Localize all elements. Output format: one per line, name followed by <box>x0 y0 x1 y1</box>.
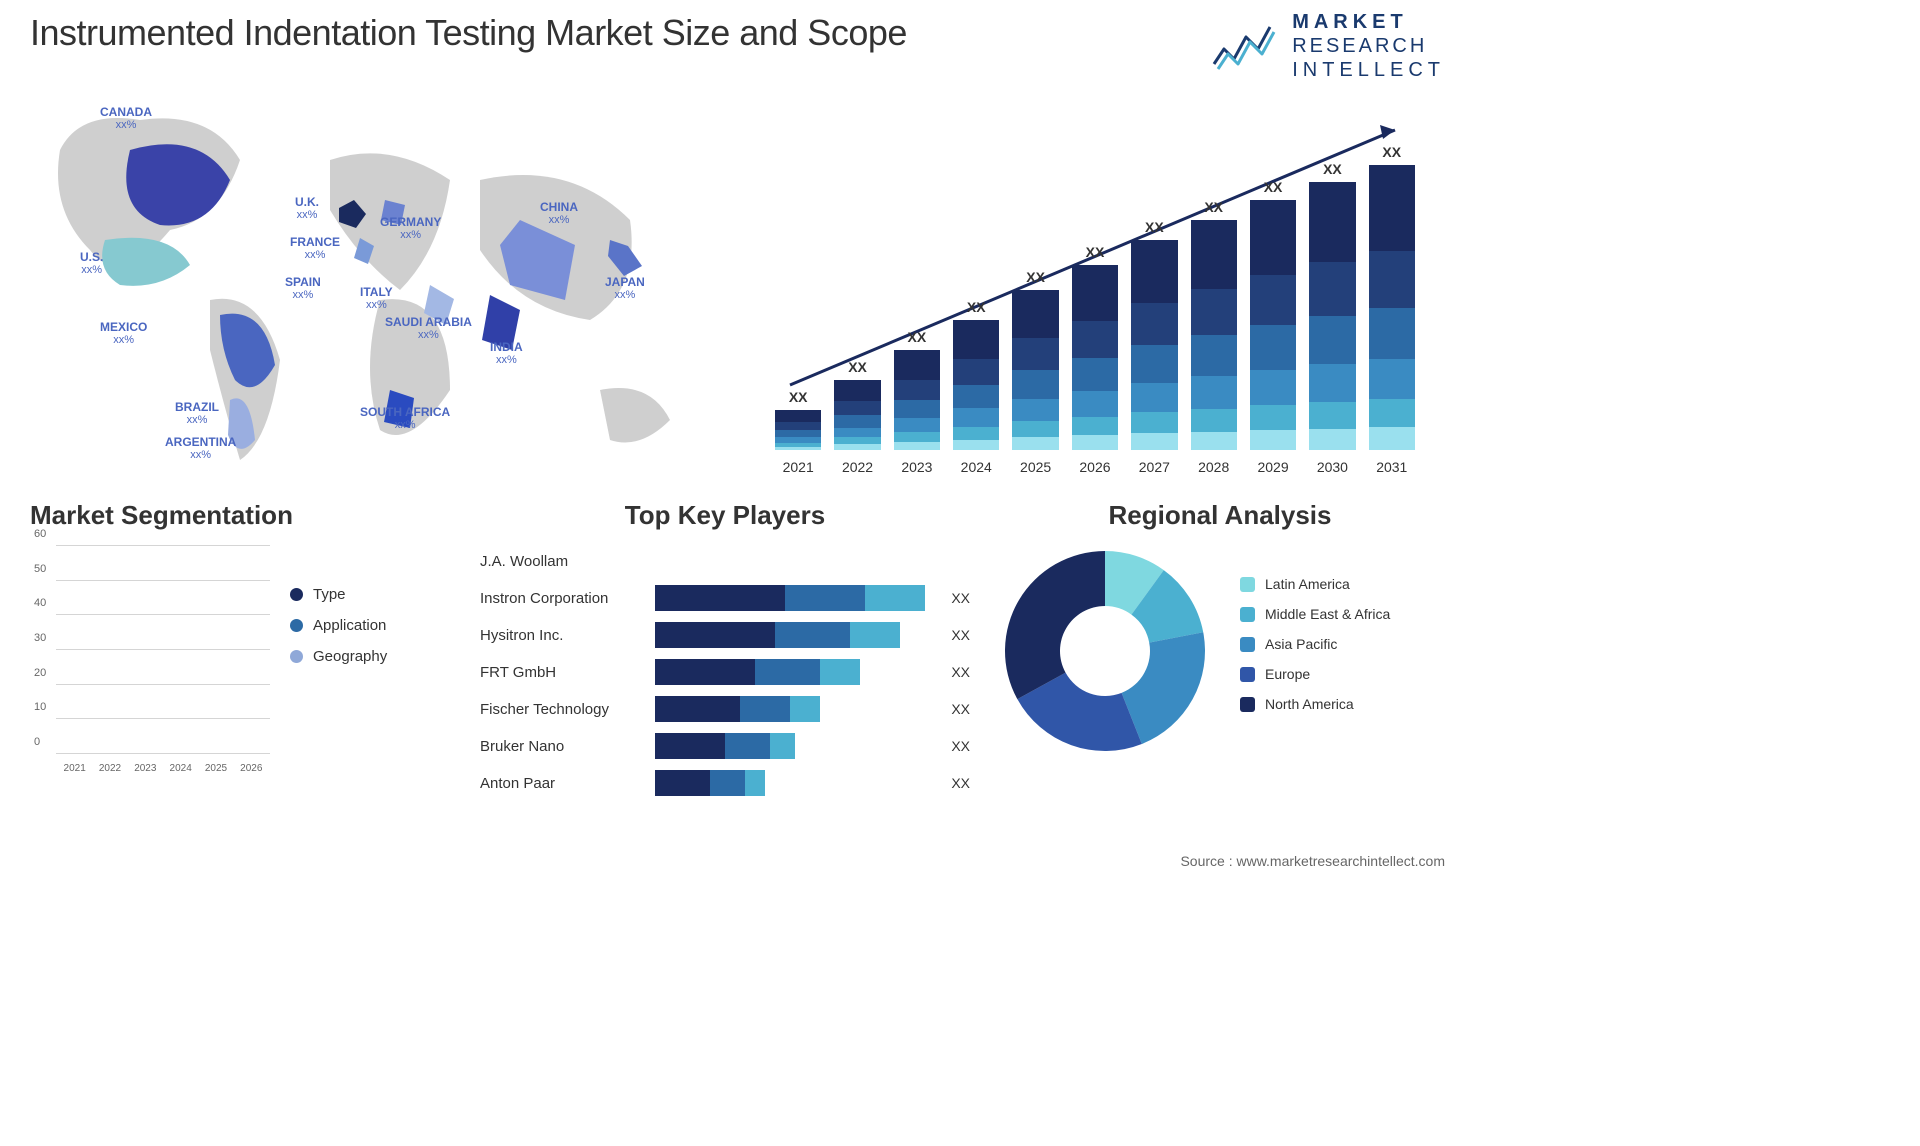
player-row: J.A. Woollam <box>480 546 970 576</box>
player-row: Anton PaarXX <box>480 768 970 798</box>
growth-bar: XX2021 <box>775 410 821 450</box>
growth-bar: XX2026 <box>1072 265 1118 450</box>
map-label: FRANCExx% <box>290 235 340 263</box>
player-row: Fischer TechnologyXX <box>480 694 970 724</box>
logo-text: MARKET RESEARCH INTELLECT <box>1292 10 1445 82</box>
legend-item: Middle East & Africa <box>1240 606 1390 622</box>
map-label: GERMANYxx% <box>380 215 441 243</box>
map-label: CANADAxx% <box>100 105 152 133</box>
map-label: SOUTH AFRICAxx% <box>360 405 450 433</box>
source-text: Source : www.marketresearchintellect.com <box>1180 853 1445 869</box>
growth-bar: XX2025 <box>1012 290 1058 450</box>
map-label: BRAZILxx% <box>175 400 219 428</box>
segmentation-block: Market Segmentation 01020304050602021202… <box>30 500 440 776</box>
player-row: Bruker NanoXX <box>480 731 970 761</box>
legend-item: Asia Pacific <box>1240 636 1390 652</box>
map-label: CHINAxx% <box>540 200 578 228</box>
legend-item: North America <box>1240 696 1390 712</box>
regional-donut <box>1000 546 1210 756</box>
map-label: SPAINxx% <box>285 275 321 303</box>
map-label: INDIAxx% <box>490 340 523 368</box>
regional-legend: Latin America Middle East & Africa Asia Pa… <box>1240 576 1390 726</box>
player-row: Hysitron Inc.XX <box>480 620 970 650</box>
legend-item: Application <box>290 617 387 634</box>
players-rows: J.A. Woollam Instron CorporationXX Hysitro… <box>480 546 970 798</box>
legend-item: Type <box>290 586 387 603</box>
logo-icon <box>1212 19 1282 74</box>
world-map: CANADAxx% U.S.xx% MEXICOxx% BRAZILxx% ARGENT… <box>30 90 710 480</box>
regional-block: Regional Analysis Latin America Middle Ea… <box>1000 500 1440 756</box>
regional-title: Regional Analysis <box>1000 500 1440 531</box>
map-label: ITALYxx% <box>360 285 393 313</box>
map-label: U.K.xx% <box>295 195 319 223</box>
growth-bar: XX2024 <box>953 320 999 450</box>
legend-item: Latin America <box>1240 576 1390 592</box>
players-block: Top Key Players J.A. Woollam Instron Corp… <box>480 500 970 805</box>
growth-bar: XX2031 <box>1369 165 1415 450</box>
legend-item: Geography <box>290 648 387 665</box>
map-label: SAUDI ARABIAxx% <box>385 315 472 343</box>
segmentation-chart: 0102030405060202120222023202420252026 <box>30 546 270 776</box>
growth-bar: XX2022 <box>834 380 880 450</box>
map-label: ARGENTINAxx% <box>165 435 236 463</box>
growth-chart: XX2021 XX2022 XX2023 XX2024 XX2025 XX2026 XX20… <box>775 95 1415 475</box>
growth-bar: XX2023 <box>894 350 940 450</box>
growth-bar: XX2027 <box>1131 240 1177 450</box>
map-label: JAPANxx% <box>605 275 645 303</box>
player-row: FRT GmbHXX <box>480 657 970 687</box>
brand-logo: MARKET RESEARCH INTELLECT <box>1212 10 1445 82</box>
donut-slice <box>1005 551 1105 699</box>
players-title: Top Key Players <box>480 500 970 531</box>
player-row: Instron CorporationXX <box>480 583 970 613</box>
growth-bar: XX2029 <box>1250 200 1296 450</box>
segmentation-legend: Type Application Geography <box>290 586 387 776</box>
legend-item: Europe <box>1240 666 1390 682</box>
growth-bar: XX2028 <box>1191 220 1237 450</box>
segmentation-title: Market Segmentation <box>30 500 440 531</box>
page-title: Instrumented Indentation Testing Market … <box>30 12 907 54</box>
map-label: U.S.xx% <box>80 250 103 278</box>
map-label: MEXICOxx% <box>100 320 147 348</box>
growth-bar: XX2030 <box>1309 182 1355 450</box>
